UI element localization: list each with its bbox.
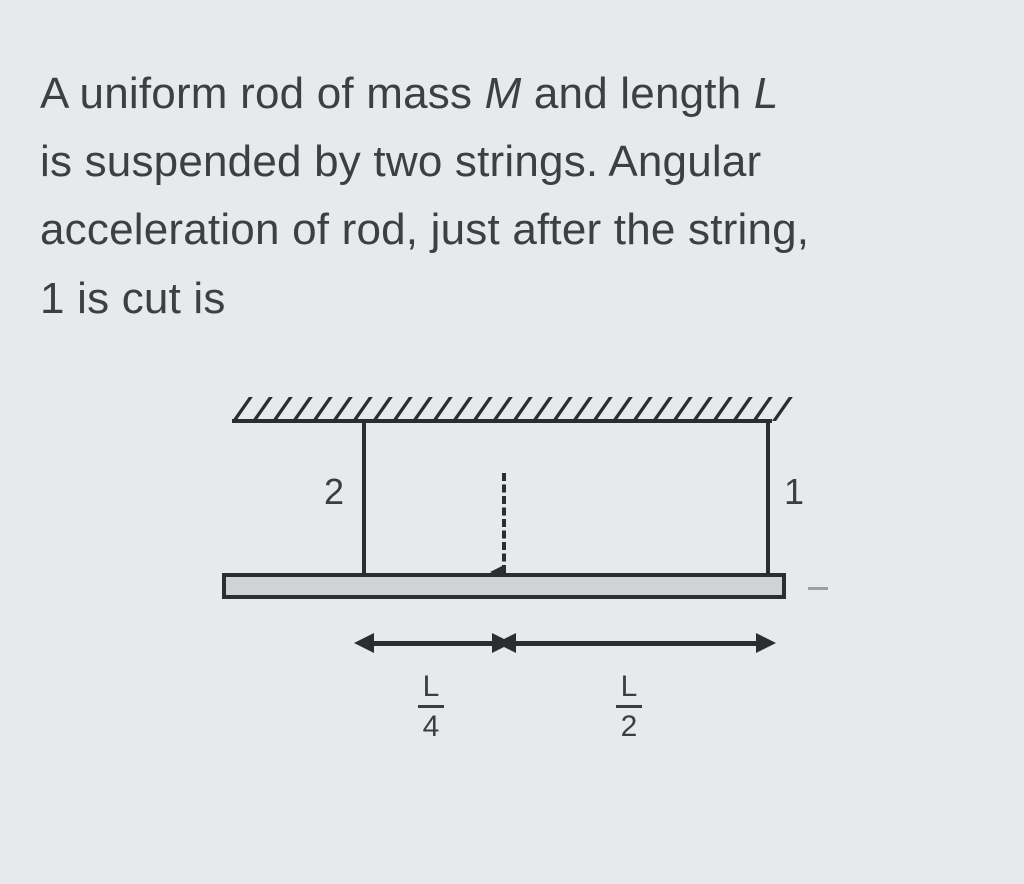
hatch-stroke bbox=[532, 397, 553, 421]
hatch-stroke bbox=[372, 397, 393, 421]
hatch-stroke bbox=[472, 397, 493, 421]
hatch-stroke bbox=[312, 397, 333, 421]
fraction-bar bbox=[418, 705, 444, 708]
hatch-stroke bbox=[272, 397, 293, 421]
hatch-stroke bbox=[452, 397, 473, 421]
hatch-stroke bbox=[512, 397, 533, 421]
text-line4: 1 is cut is bbox=[40, 274, 226, 323]
string-1-label: 1 bbox=[784, 471, 804, 513]
string-2-label: 2 bbox=[324, 471, 344, 513]
fraction-numerator: L bbox=[621, 671, 638, 703]
dimension-line-right bbox=[514, 641, 758, 646]
hatch-stroke bbox=[712, 397, 733, 421]
text-line1-pre: A uniform rod of mass bbox=[40, 69, 485, 118]
hatch-stroke bbox=[632, 397, 653, 421]
hatch-stroke bbox=[692, 397, 713, 421]
hatch-stroke bbox=[352, 397, 373, 421]
hatch-stroke bbox=[752, 397, 773, 421]
center-dashed-line bbox=[502, 473, 506, 573]
hatch-stroke bbox=[572, 397, 593, 421]
stray-mark bbox=[808, 587, 828, 590]
hatch-stroke bbox=[492, 397, 513, 421]
page: A uniform rod of mass M and length L is … bbox=[0, 0, 1024, 884]
fraction-denominator: 4 bbox=[423, 711, 440, 743]
hatch-stroke bbox=[412, 397, 433, 421]
string-1 bbox=[766, 423, 770, 573]
hatch-stroke bbox=[732, 397, 753, 421]
hatch-stroke bbox=[332, 397, 353, 421]
dimension-label-L-over-2: L 2 bbox=[616, 671, 642, 743]
hatch-stroke bbox=[392, 397, 413, 421]
dimension-arrowhead-right-outer bbox=[756, 633, 776, 653]
dimension-arrowhead-right-inner bbox=[496, 633, 516, 653]
dimension-line-left bbox=[372, 641, 494, 646]
hatch-stroke bbox=[652, 397, 673, 421]
hatch-stroke bbox=[672, 397, 693, 421]
text-line2: is suspended by two strings. Angular bbox=[40, 137, 761, 186]
problem-statement: A uniform rod of mass M and length L is … bbox=[40, 60, 984, 333]
hatch-stroke bbox=[292, 397, 313, 421]
mass-symbol: M bbox=[485, 69, 522, 118]
hatch-stroke bbox=[252, 397, 273, 421]
dimension-arrowhead-left-outer bbox=[354, 633, 374, 653]
dimension-label-L-over-4: L 4 bbox=[418, 671, 444, 743]
hatch-stroke bbox=[552, 397, 573, 421]
hatch-stroke bbox=[772, 397, 793, 421]
hatch-stroke bbox=[232, 397, 253, 421]
fraction-denominator: 2 bbox=[621, 711, 638, 743]
ceiling-support bbox=[232, 383, 772, 423]
string-2 bbox=[362, 423, 366, 573]
hatch-stroke bbox=[432, 397, 453, 421]
figure: 2 1 L 4 L 2 bbox=[212, 363, 812, 793]
length-symbol: L bbox=[754, 69, 779, 118]
fraction-numerator: L bbox=[423, 671, 440, 703]
text-line3: acceleration of rod, just after the stri… bbox=[40, 205, 809, 254]
text-line1-mid: and length bbox=[521, 69, 753, 118]
fraction-bar bbox=[616, 705, 642, 708]
hatch-stroke bbox=[592, 397, 613, 421]
hatch-stroke bbox=[612, 397, 633, 421]
rod bbox=[222, 573, 786, 599]
